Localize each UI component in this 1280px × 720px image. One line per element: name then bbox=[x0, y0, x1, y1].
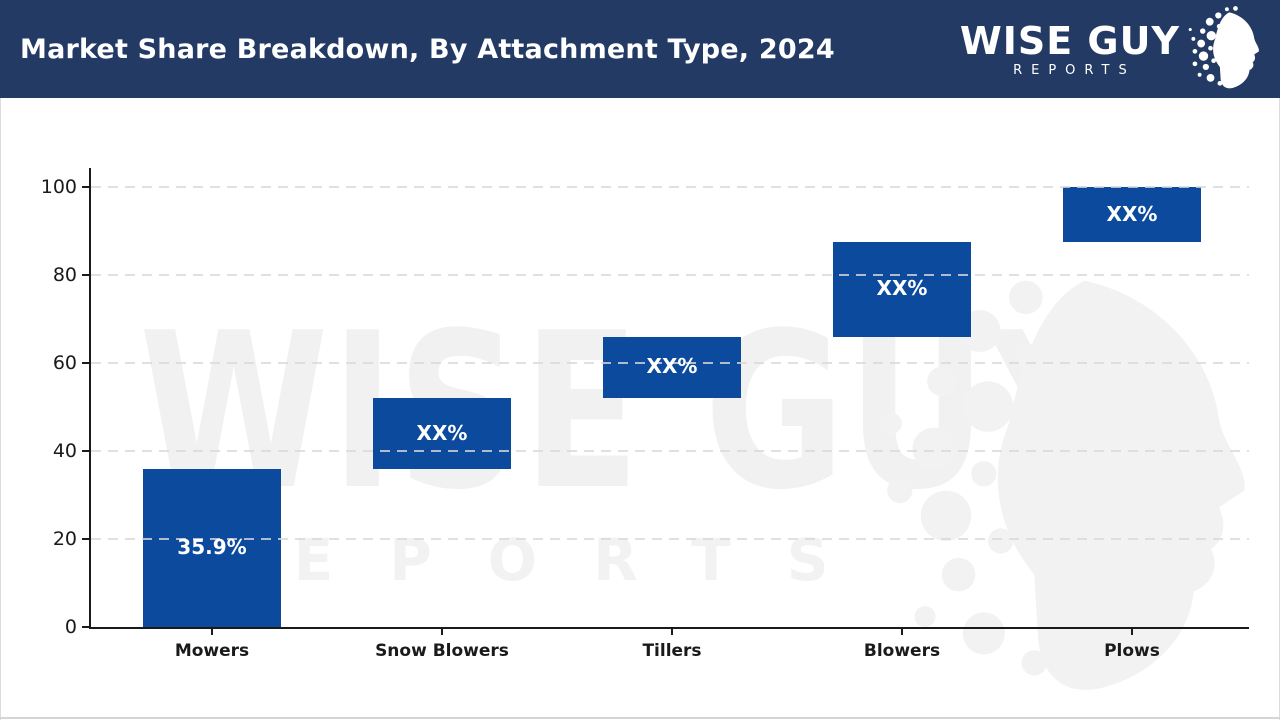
bar-label: 35.9% bbox=[177, 535, 247, 560]
gridline bbox=[91, 362, 1249, 364]
x-tick-label: Tillers bbox=[642, 641, 702, 661]
bar bbox=[373, 398, 511, 470]
y-tick-label: 100 bbox=[40, 176, 77, 198]
gridline bbox=[91, 274, 1249, 276]
x-tick-mark bbox=[441, 629, 443, 635]
y-tick-label: 40 bbox=[52, 440, 77, 462]
header-bar: Market Share Breakdown, By Attachment Ty… bbox=[0, 0, 1280, 98]
y-tick-mark bbox=[82, 450, 89, 452]
y-tick-label: 60 bbox=[52, 352, 77, 374]
y-tick-label: 80 bbox=[52, 264, 77, 286]
logo-subtext: REPORTS bbox=[1013, 62, 1136, 78]
y-tick-mark bbox=[82, 186, 89, 188]
gridline bbox=[91, 450, 1249, 452]
x-tick-mark bbox=[671, 629, 673, 635]
logo-head-icon bbox=[1188, 6, 1259, 89]
bar-label: XX% bbox=[416, 420, 468, 445]
x-tick-label: Plows bbox=[1104, 641, 1160, 661]
gridline bbox=[91, 186, 1249, 188]
y-tick-mark bbox=[82, 362, 89, 364]
y-tick-mark bbox=[82, 538, 89, 540]
bar bbox=[833, 242, 971, 337]
x-tick-label: Snow Blowers bbox=[375, 641, 509, 661]
bar bbox=[143, 469, 281, 627]
x-tick-mark bbox=[1131, 629, 1133, 635]
x-tick-label: Mowers bbox=[174, 641, 250, 661]
x-axis-line bbox=[89, 627, 1249, 629]
y-tick-mark bbox=[82, 626, 89, 628]
x-tick-mark bbox=[901, 629, 903, 635]
y-tick-label: 0 bbox=[64, 616, 77, 638]
gridline bbox=[91, 538, 1249, 540]
y-axis-line bbox=[89, 168, 91, 629]
bar-label: XX% bbox=[1106, 201, 1158, 226]
x-tick-label: Blowers bbox=[863, 641, 941, 661]
y-tick-mark bbox=[82, 274, 89, 276]
logo-text: WISE GUY REPORTS bbox=[960, 22, 1180, 77]
logo-wordmark: WISE GUY bbox=[959, 18, 1180, 63]
y-tick-label: 20 bbox=[52, 528, 77, 550]
x-tick-mark bbox=[211, 629, 213, 635]
bar bbox=[603, 336, 741, 399]
bar bbox=[1063, 187, 1201, 242]
bar-label: XX% bbox=[876, 276, 928, 301]
page-title: Market Share Breakdown, By Attachment Ty… bbox=[20, 33, 835, 65]
bar-label: XX% bbox=[646, 354, 698, 379]
wise-guy-logo: WISE GUY REPORTS bbox=[960, 0, 1262, 98]
chart-card: WISE GUY REPORTS 0 20 40 60 80 100 35.9% Mowers… bbox=[0, 98, 1280, 720]
bottom-rule bbox=[0, 717, 1280, 719]
